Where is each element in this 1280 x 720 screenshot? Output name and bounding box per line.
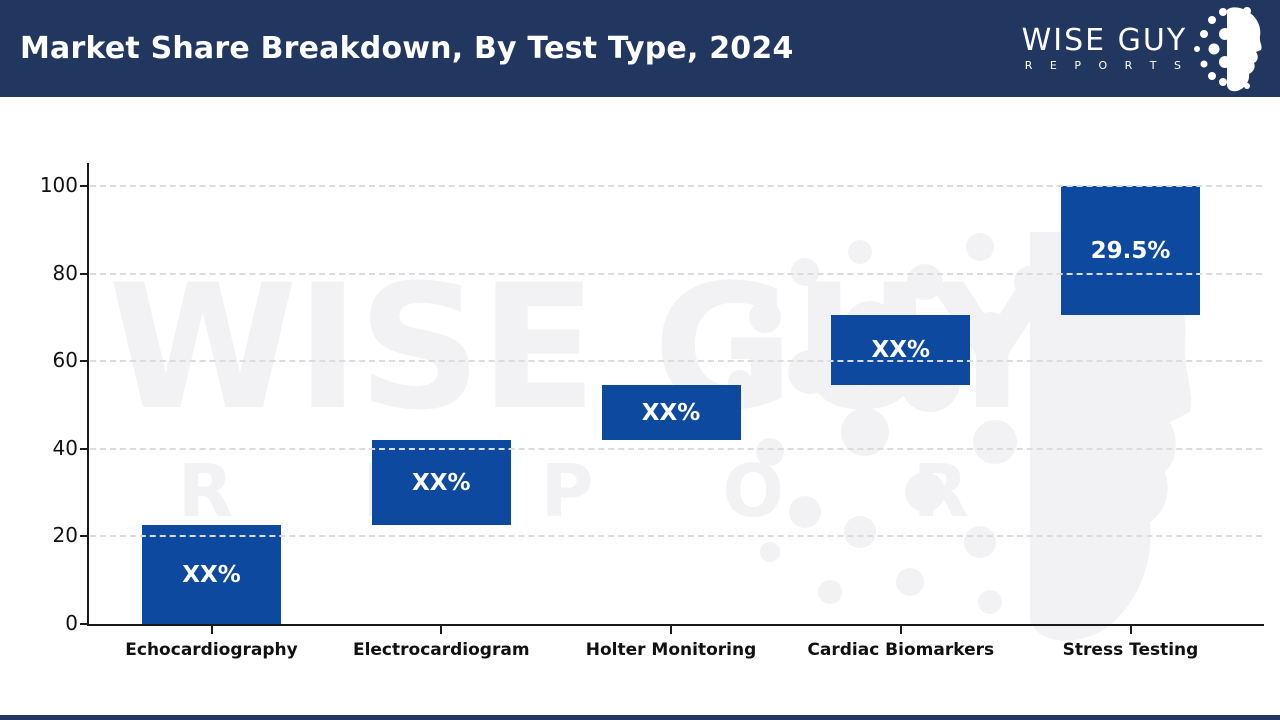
x-tick-mark-4: [899, 626, 902, 634]
category-label-2: Electrocardiogram: [352, 640, 530, 660]
y-tick-label-60: 60: [52, 348, 78, 373]
brand-face-icon: [1194, 6, 1262, 91]
category-label-4: Cardiac Biomarkers: [807, 640, 995, 660]
category-label-5: Stress Testing: [1062, 640, 1199, 660]
footer-bar: [0, 715, 1280, 720]
gridline-80: [90, 272, 1262, 275]
y-tick-label-40: 40: [52, 435, 78, 460]
bar-value-label-3: XX%: [641, 399, 701, 426]
gridline-40: [90, 447, 1262, 450]
brand-logo-text: WISE GUY R E P O R T S: [1021, 23, 1188, 72]
y-tick-label-80: 80: [52, 260, 78, 285]
gridline-100: [90, 185, 1262, 187]
bar-segment-2: XX%: [371, 440, 511, 526]
category-label-1: Echocardiography: [125, 640, 298, 660]
y-tick-mark-60: [80, 360, 88, 363]
bar-segment-3: XX%: [601, 385, 741, 441]
y-tick-mark-100: [80, 185, 88, 187]
bar-value-label-2: XX%: [411, 469, 471, 496]
brand-subtitle: R E P O R T S: [1024, 59, 1188, 72]
y-tick-mark-80: [80, 272, 88, 275]
gridline-20: [90, 535, 1262, 538]
x-tick-mark-3: [670, 626, 672, 634]
bar-value-label-5: 29.5%: [1090, 237, 1171, 264]
bar-segment-4: XX%: [831, 315, 971, 386]
bar-value-label-4: XX%: [871, 337, 930, 364]
page-title: Market Share Breakdown, By Test Type, 20…: [20, 31, 794, 66]
y-tick-mark-0: [80, 623, 88, 625]
brand-logo: WISE GUY R E P O R T S: [1021, 4, 1262, 94]
bar-segment-1: XX%: [142, 525, 281, 624]
brand-name: WISE GUY: [1021, 23, 1188, 58]
header-bar: Market Share Breakdown, By Test Type, 20…: [0, 0, 1280, 97]
y-tick-label-20: 20: [52, 523, 78, 548]
y-axis-spine: [87, 163, 89, 626]
bar-value-label-1: XX%: [182, 561, 241, 588]
category-label-3: Holter Monitoring: [585, 640, 757, 660]
y-tick-mark-40: [80, 447, 88, 450]
x-tick-mark-1: [210, 626, 213, 634]
y-tick-label-100: 100: [39, 173, 78, 197]
bar-segment-5: 29.5%: [1061, 186, 1200, 316]
x-axis-spine: [87, 624, 1264, 626]
y-tick-label-0: 0: [65, 611, 78, 635]
x-tick-mark-2: [440, 626, 443, 634]
x-tick-mark-5: [1129, 626, 1132, 634]
y-tick-mark-20: [80, 535, 88, 538]
gridline-60: [90, 360, 1262, 363]
